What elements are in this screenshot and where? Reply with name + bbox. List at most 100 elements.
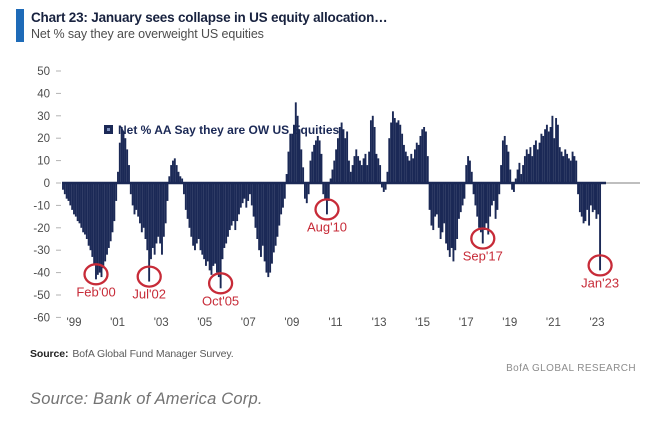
bar	[106, 183, 108, 255]
bar	[542, 135, 545, 183]
bar	[509, 169, 512, 183]
bar	[212, 183, 215, 266]
bar	[384, 183, 387, 190]
bar	[84, 183, 86, 235]
bar	[483, 183, 486, 231]
bar	[492, 183, 495, 201]
bar	[73, 183, 75, 215]
x-tick-label: '19	[502, 317, 517, 329]
bar	[346, 131, 349, 183]
bar	[567, 158, 570, 183]
legend-marker-inner	[107, 128, 110, 131]
bar	[159, 183, 162, 244]
bar	[324, 183, 327, 199]
bar	[140, 183, 143, 233]
bar	[566, 153, 569, 183]
annotation-label: Sep'17	[463, 249, 503, 264]
bar	[591, 183, 594, 213]
bar	[120, 127, 123, 183]
x-tick-label: '17	[459, 317, 474, 329]
bar	[278, 183, 281, 226]
bar	[536, 149, 539, 183]
bar	[578, 183, 581, 213]
annotation-circle	[314, 198, 340, 221]
bar	[538, 142, 541, 183]
bar	[139, 183, 141, 224]
bar	[479, 183, 482, 233]
bar	[87, 183, 90, 246]
bar	[309, 160, 312, 183]
bar	[419, 135, 422, 183]
bar	[287, 151, 290, 183]
bar	[562, 156, 565, 183]
bar	[362, 158, 365, 183]
bar	[269, 183, 272, 273]
bar	[527, 153, 530, 183]
bar	[331, 169, 334, 183]
bar	[391, 111, 394, 183]
bar	[511, 183, 514, 190]
bar	[318, 140, 321, 183]
bar	[181, 178, 184, 183]
chart-title: Chart 23: January sees collapse in US eq…	[31, 10, 388, 25]
bar	[351, 165, 354, 183]
bar	[322, 183, 325, 195]
bar	[162, 183, 165, 237]
bar	[584, 183, 587, 222]
bar	[549, 127, 552, 183]
bar	[399, 124, 402, 183]
bar	[254, 183, 257, 228]
bar	[501, 140, 504, 183]
x-tick-label: '99	[67, 317, 82, 329]
header-text-block: Chart 23: January sees collapse in US eq…	[31, 9, 388, 42]
bar	[142, 183, 145, 228]
bar	[401, 133, 404, 183]
bar	[293, 124, 295, 183]
bar	[402, 144, 405, 183]
bar	[454, 183, 457, 251]
bar	[227, 183, 229, 237]
bar	[285, 174, 288, 183]
x-tick-label: '13	[372, 317, 387, 329]
bar	[223, 183, 226, 248]
bar	[500, 165, 503, 183]
bar	[580, 183, 583, 217]
y-tick-label: -10	[33, 200, 50, 212]
x-tick-label: '01	[110, 317, 125, 329]
bar	[424, 131, 427, 183]
bar	[582, 183, 585, 224]
bar	[476, 183, 479, 217]
x-tick-label: '09	[284, 317, 299, 329]
bar	[474, 183, 477, 206]
chart-source-line: Source: BofA Global Fund Manager Survey.	[30, 348, 234, 360]
bar	[260, 183, 262, 257]
bar	[498, 183, 501, 195]
bar	[516, 169, 519, 183]
bar	[294, 102, 297, 183]
bar	[245, 183, 248, 208]
annotation-circle	[470, 227, 496, 250]
bar	[89, 183, 92, 251]
y-tick-label: 0	[44, 178, 50, 190]
bar	[243, 183, 246, 199]
bar	[199, 183, 202, 251]
bar	[291, 133, 294, 183]
x-tick-label: '15	[415, 317, 430, 329]
bar	[553, 138, 556, 183]
x-tick-label: '07	[241, 317, 256, 329]
bar	[489, 183, 492, 217]
bar	[252, 183, 255, 217]
bar	[304, 183, 306, 199]
bar	[113, 183, 116, 222]
bar	[63, 183, 66, 195]
accent-bar	[16, 9, 24, 42]
bar	[547, 131, 550, 183]
bar	[126, 149, 129, 183]
bar	[272, 183, 275, 253]
bar	[320, 153, 323, 183]
bar	[382, 183, 385, 192]
bar	[129, 183, 132, 195]
bar	[258, 183, 261, 251]
chart-subtitle: Net % say they are overweight US equitie…	[31, 27, 264, 41]
